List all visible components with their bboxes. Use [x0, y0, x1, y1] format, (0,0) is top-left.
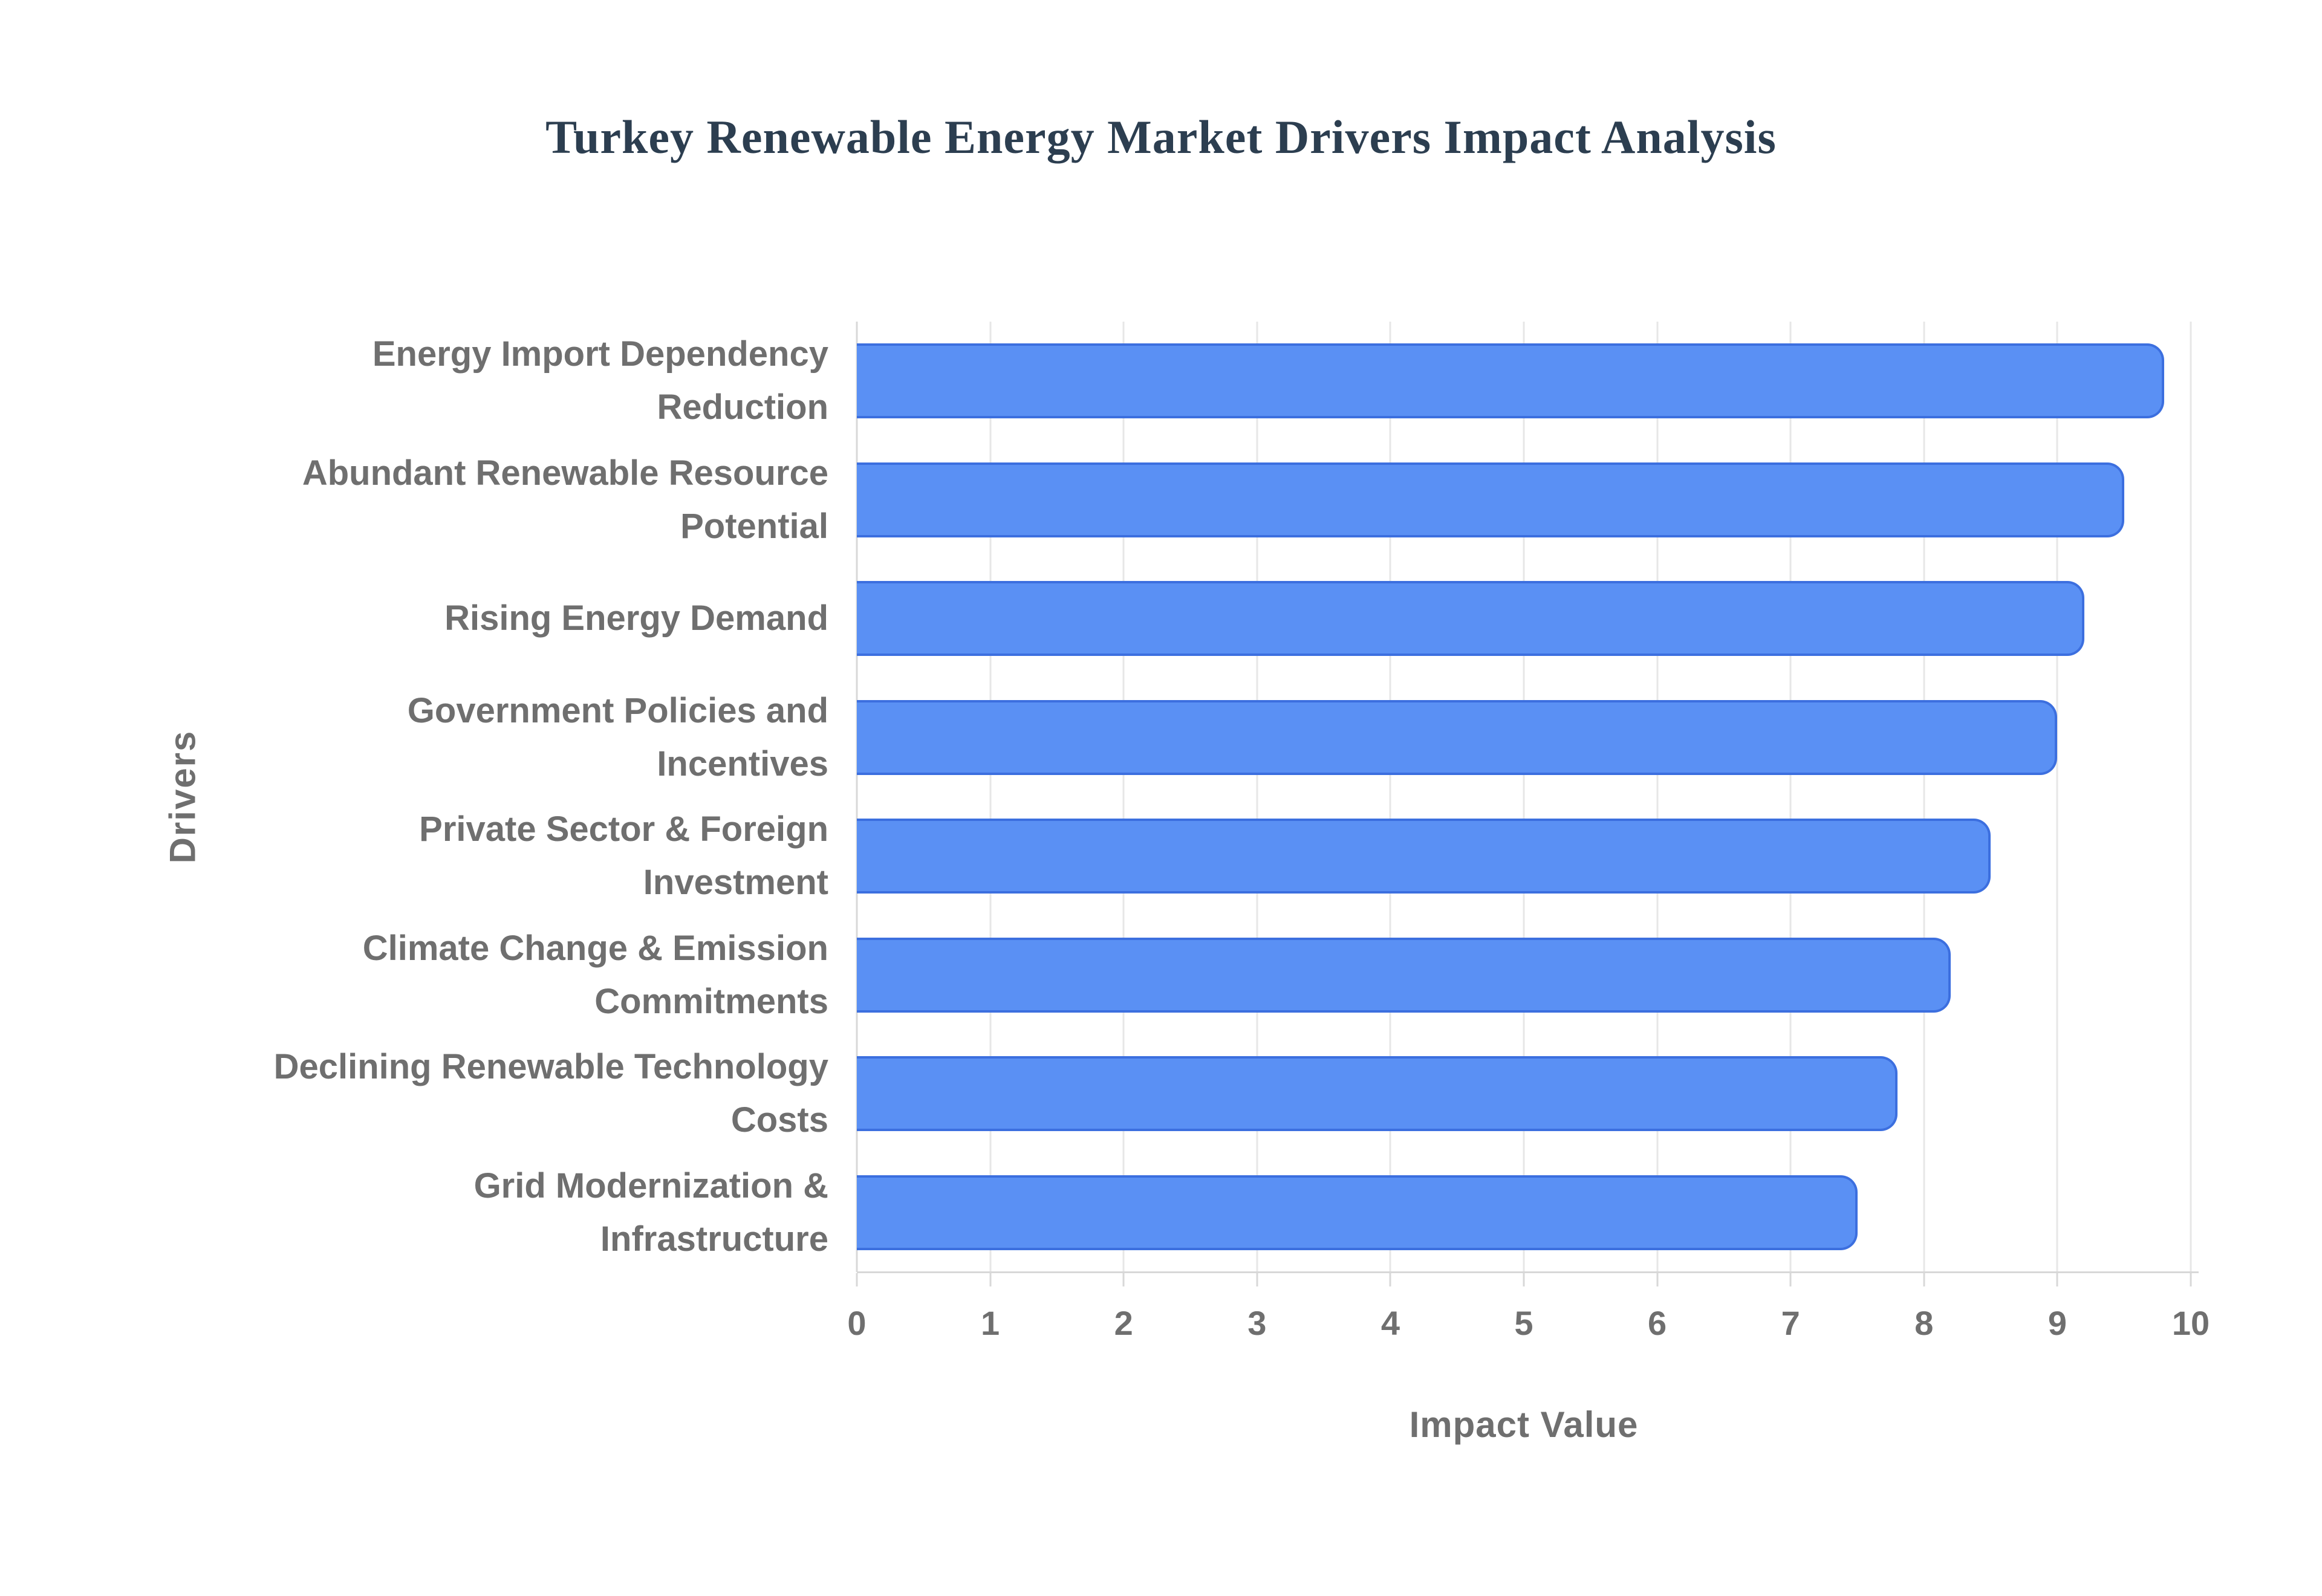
bar-5 — [857, 937, 1951, 1013]
category-label: Climate Change & Emission Commitments — [363, 922, 828, 1028]
x-tick-mark-10 — [2190, 1273, 2192, 1286]
category-label-line: Infrastructure — [600, 1219, 828, 1259]
category-label: Abundant Renewable Resource Potential — [302, 447, 828, 553]
category-label: Declining Renewable Technology Costs — [274, 1040, 828, 1147]
category-label-line: Commitments — [594, 981, 828, 1021]
bar-2 — [857, 581, 2084, 657]
bar-7 — [857, 1175, 1858, 1250]
bar-1 — [857, 462, 2124, 537]
x-tick-label-5: 5 — [1514, 1304, 1533, 1342]
category-label-line: Reduction — [657, 388, 828, 427]
gridline-10 — [2190, 322, 2192, 1272]
category-label-row-2: Rising Energy Demand — [0, 559, 828, 678]
gridline-0 — [856, 322, 858, 1272]
x-tick-label-9: 9 — [2047, 1304, 2067, 1342]
category-label: Energy Import Dependency Reduction — [372, 328, 828, 434]
x-tick-mark-7 — [1789, 1273, 1792, 1286]
x-axis-title: Impact Value — [1409, 1404, 1639, 1445]
bar-3 — [857, 699, 2058, 775]
gridline-6 — [1656, 322, 1659, 1272]
category-label-line: Abundant Renewable Resource — [302, 453, 828, 493]
x-tick-mark-3 — [1256, 1273, 1258, 1286]
gridline-2 — [1122, 322, 1125, 1272]
bar-6 — [857, 1056, 1898, 1132]
x-axis-line — [857, 1271, 2199, 1273]
x-tick-label-1: 1 — [981, 1304, 1000, 1342]
x-tick-mark-4 — [1389, 1273, 1391, 1286]
category-label: Private Sector & Foreign Investment — [419, 803, 828, 909]
x-tick-label-4: 4 — [1381, 1304, 1400, 1342]
category-label-line: Private Sector & Foreign — [419, 809, 828, 849]
category-label-line: Energy Import Dependency — [372, 334, 828, 374]
bar-4 — [857, 819, 1991, 894]
chart-title: Turkey Renewable Energy Market Drivers I… — [545, 111, 1777, 163]
x-tick-mark-8 — [1923, 1273, 1925, 1286]
category-label-column: Energy Import Dependency Reduction Abundan… — [0, 322, 828, 1272]
gridline-3 — [1256, 322, 1258, 1272]
category-label: Grid Modernization & Infrastructure — [474, 1160, 828, 1266]
gridline-4 — [1389, 322, 1391, 1272]
category-label-line: Declining Renewable Technology — [273, 1047, 828, 1087]
gridline-8 — [1923, 322, 1925, 1272]
category-label-line: Investment — [643, 863, 828, 903]
category-label-line: Rising Energy Demand — [444, 598, 828, 638]
category-label-row-5: Climate Change & Emission Commitments — [0, 916, 828, 1035]
category-label-row-1: Abundant Renewable Resource Potential — [0, 441, 828, 560]
x-tick-label-6: 6 — [1648, 1304, 1667, 1342]
gridline-9 — [2056, 322, 2058, 1272]
category-label: Rising Energy Demand — [444, 592, 828, 645]
x-tick-mark-5 — [1523, 1273, 1525, 1286]
x-tick-mark-6 — [1656, 1273, 1659, 1286]
category-label-row-6: Declining Renewable Technology Costs — [0, 1034, 828, 1153]
category-label-line: Potential — [680, 506, 828, 546]
category-label-line: Government Policies and — [407, 690, 828, 730]
category-label-row-0: Energy Import Dependency Reduction — [0, 322, 828, 441]
gridline-7 — [1789, 322, 1792, 1272]
x-tick-label-7: 7 — [1781, 1304, 1800, 1342]
category-label-line: Costs — [730, 1100, 828, 1140]
x-tick-mark-2 — [1122, 1273, 1125, 1286]
category-label-row-7: Grid Modernization & Infrastructure — [0, 1153, 828, 1273]
category-label: Government Policies and Incentives — [408, 684, 828, 791]
category-label-row-3: Government Policies and Incentives — [0, 678, 828, 797]
x-tick-label-10: 10 — [2171, 1304, 2210, 1342]
x-tick-label-0: 0 — [847, 1304, 867, 1342]
x-tick-labels: 0 1 2 3 4 5 6 7 8 9 10 — [847, 1303, 2210, 1352]
category-label-line: Grid Modernization & — [473, 1166, 828, 1205]
category-label-line: Climate Change & Emission — [362, 928, 828, 968]
plot-area — [856, 322, 2199, 1286]
category-label-line: Incentives — [657, 744, 828, 783]
x-tick-label-2: 2 — [1114, 1304, 1133, 1342]
bar-0 — [857, 343, 2164, 419]
x-tick-label-3: 3 — [1247, 1304, 1267, 1342]
x-tick-mark-1 — [989, 1273, 992, 1286]
gridline-1 — [989, 322, 992, 1272]
x-tick-mark-9 — [2056, 1273, 2058, 1286]
category-label-row-4: Private Sector & Foreign Investment — [0, 797, 828, 916]
x-tick-mark-0 — [856, 1273, 858, 1286]
x-tick-label-8: 8 — [1914, 1304, 1934, 1342]
gridline-5 — [1523, 322, 1525, 1272]
